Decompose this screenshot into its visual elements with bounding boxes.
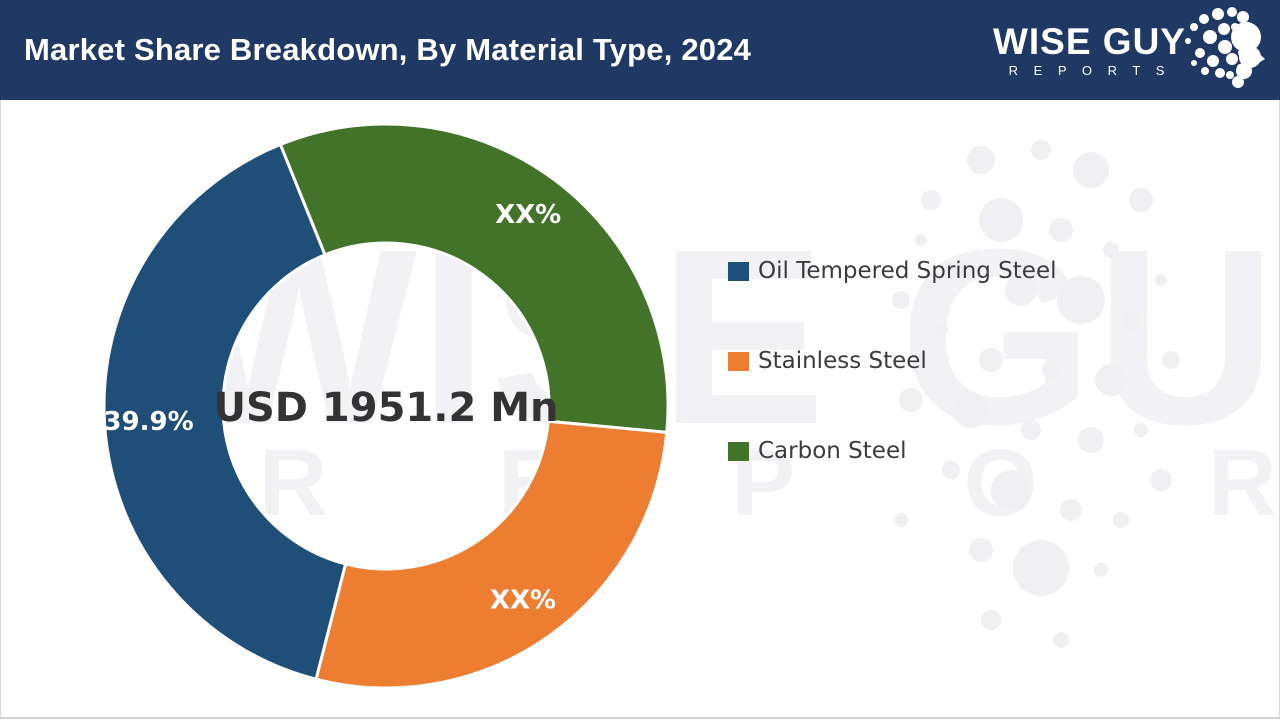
logo-wordmark: WISE GUY R E P O R T S [993, 23, 1186, 78]
legend-item-carbon-steel: Carbon Steel [728, 436, 906, 466]
logo-wordmark-line1: WISE GUY [992, 20, 1186, 62]
legend-label: Stainless Steel [758, 348, 927, 374]
logo-wordmark-line2: R E P O R T S [1008, 62, 1171, 78]
legend-swatch-icon [728, 261, 749, 281]
segment-label: XX% [490, 586, 556, 616]
donut-segment-carbon-steel [278, 122, 670, 434]
brand-logo: WISE GUY R E P O R T S [993, 7, 1266, 93]
segment-label: XX% [495, 200, 561, 230]
logo-face-icon [1185, 7, 1265, 88]
center-value: USD 1951.2 Mn [213, 385, 559, 431]
legend-label: Oil Tempered Spring Steel [758, 258, 1057, 284]
segment-label: 39.9% [103, 407, 193, 437]
donut-segment-stainless-steel [314, 419, 669, 690]
chart-area: WISE GUY R E P O R T S XX%XX%39.9% USD 1… [0, 100, 1280, 719]
header: Market Share Breakdown, By Material Type… [0, 0, 1280, 100]
legend-swatch-icon [728, 351, 749, 371]
legend-item-stainless-steel: Stainless Steel [728, 346, 927, 376]
legend-label: Carbon Steel [758, 438, 907, 464]
donut-chart: XX% XX% 39.9% [102, 122, 670, 690]
page-title: Market Share Breakdown, By Material Type… [24, 32, 752, 67]
legend-swatch-icon [728, 441, 749, 461]
donut-segment-oil-tempered-spring-steel [102, 143, 348, 681]
legend-item-oil-tempered-spring-steel: Oil Tempered Spring Steel [728, 256, 1057, 286]
